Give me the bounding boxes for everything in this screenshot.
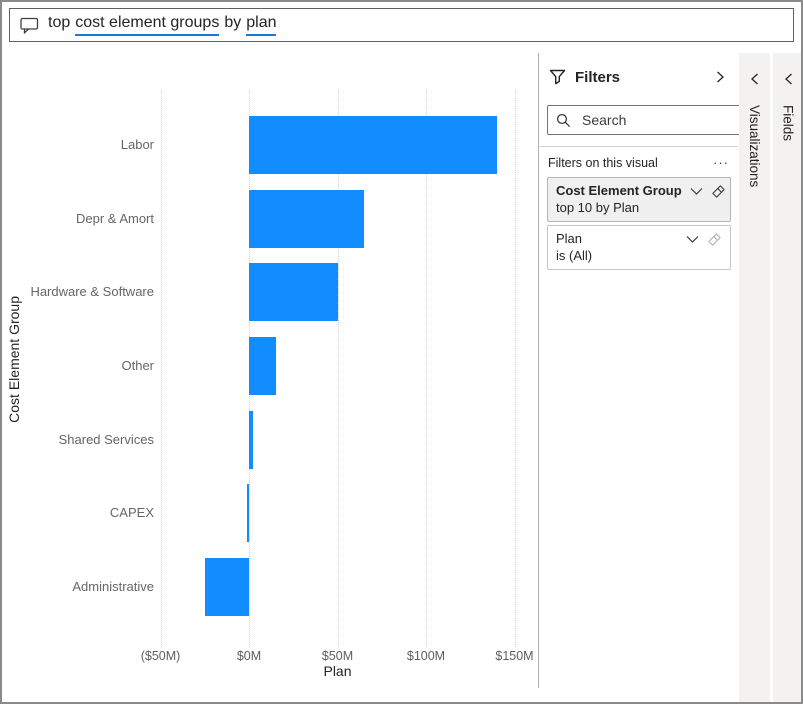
fields-pane-collapsed: Fields — [773, 53, 801, 702]
filter-card-plan[interactable]: Plan is (All) — [547, 225, 731, 270]
bar-labor[interactable] — [249, 115, 497, 174]
expand-visualizations-chevron-left-icon[interactable] — [747, 71, 763, 87]
bar-depr-amort[interactable] — [249, 189, 365, 248]
category-label: Other — [121, 357, 154, 373]
pane-separator — [538, 53, 539, 688]
bar-capex[interactable] — [247, 484, 250, 543]
category-label: Shared Services — [58, 431, 154, 447]
gridline — [514, 90, 516, 647]
gridline — [160, 90, 162, 647]
bar-administrative[interactable] — [204, 558, 249, 617]
qna-bar-chart-visual: Cost Element Group ($50M) $0M $50M $100M $15… — [2, 49, 538, 702]
x-axis-title: Plan — [323, 663, 352, 679]
expand-fields-chevron-left-icon[interactable] — [781, 71, 797, 87]
x-axis-tick-label: $100M — [406, 649, 446, 663]
filter-condition: is (All) — [556, 248, 593, 263]
filters-on-visual-label: Filters on this visual — [548, 156, 658, 170]
visualizations-pane-collapsed: Visualizations — [739, 53, 770, 702]
qna-term: top — [48, 14, 71, 31]
filters-search-input[interactable] — [580, 111, 737, 129]
clear-filter-eraser-icon[interactable] — [711, 184, 726, 199]
filter-condition: top 10 by Plan — [556, 200, 640, 215]
filters-pane-title: Filters — [575, 68, 621, 86]
filter-field-name: Plan — [556, 231, 583, 246]
category-label: Depr & Amort — [75, 210, 154, 226]
filters-pane: Filters Filters on this visual ··· Cost … — [539, 53, 746, 702]
filters-divider — [539, 146, 738, 147]
filters-pane-header: Filters — [549, 65, 728, 89]
gridline — [426, 90, 427, 647]
filters-search-box[interactable] — [547, 105, 746, 135]
visualizations-pane-label[interactable]: Visualizations — [747, 105, 762, 188]
x-axis-tick-label: $50M — [321, 649, 354, 663]
bar-other[interactable] — [249, 336, 276, 395]
category-label: CAPEX — [109, 505, 154, 521]
bar-shared-services[interactable] — [249, 410, 253, 469]
filters-section-header: Filters on this visual ··· — [548, 156, 729, 170]
fields-pane-label[interactable]: Fields — [780, 105, 796, 142]
chevron-down-icon[interactable] — [690, 187, 703, 196]
bar-hardware-software[interactable] — [249, 263, 338, 322]
qna-term: by — [224, 14, 242, 31]
qna-query-text: top cost element groups by plan — [48, 14, 277, 36]
x-axis-tick-label: ($50M) — [140, 649, 181, 663]
category-label: Labor — [120, 136, 154, 152]
filter-card-cost-element-group[interactable]: Cost Element Group top 10 by Plan — [547, 177, 731, 222]
x-axis-tick-label: $0M — [236, 649, 262, 663]
clear-filter-eraser-icon[interactable] — [707, 232, 722, 247]
qna-term: plan — [246, 14, 277, 36]
funnel-icon — [549, 69, 566, 85]
category-label: Hardware & Software — [30, 284, 154, 300]
x-axis-tick-label: $150M — [495, 649, 534, 663]
gridline — [337, 90, 339, 647]
chevron-down-icon[interactable] — [686, 235, 699, 244]
filter-field-name: Cost Element Group — [556, 183, 682, 198]
search-icon — [556, 113, 571, 128]
more-options-icon[interactable]: ··· — [713, 155, 729, 170]
collapse-filters-chevron-right-icon[interactable] — [712, 69, 728, 85]
qna-term: cost element groups — [75, 14, 220, 36]
qna-question-input[interactable]: top cost element groups by plan — [9, 8, 794, 42]
category-label: Administrative — [72, 579, 154, 595]
speech-bubble-icon — [20, 17, 39, 34]
